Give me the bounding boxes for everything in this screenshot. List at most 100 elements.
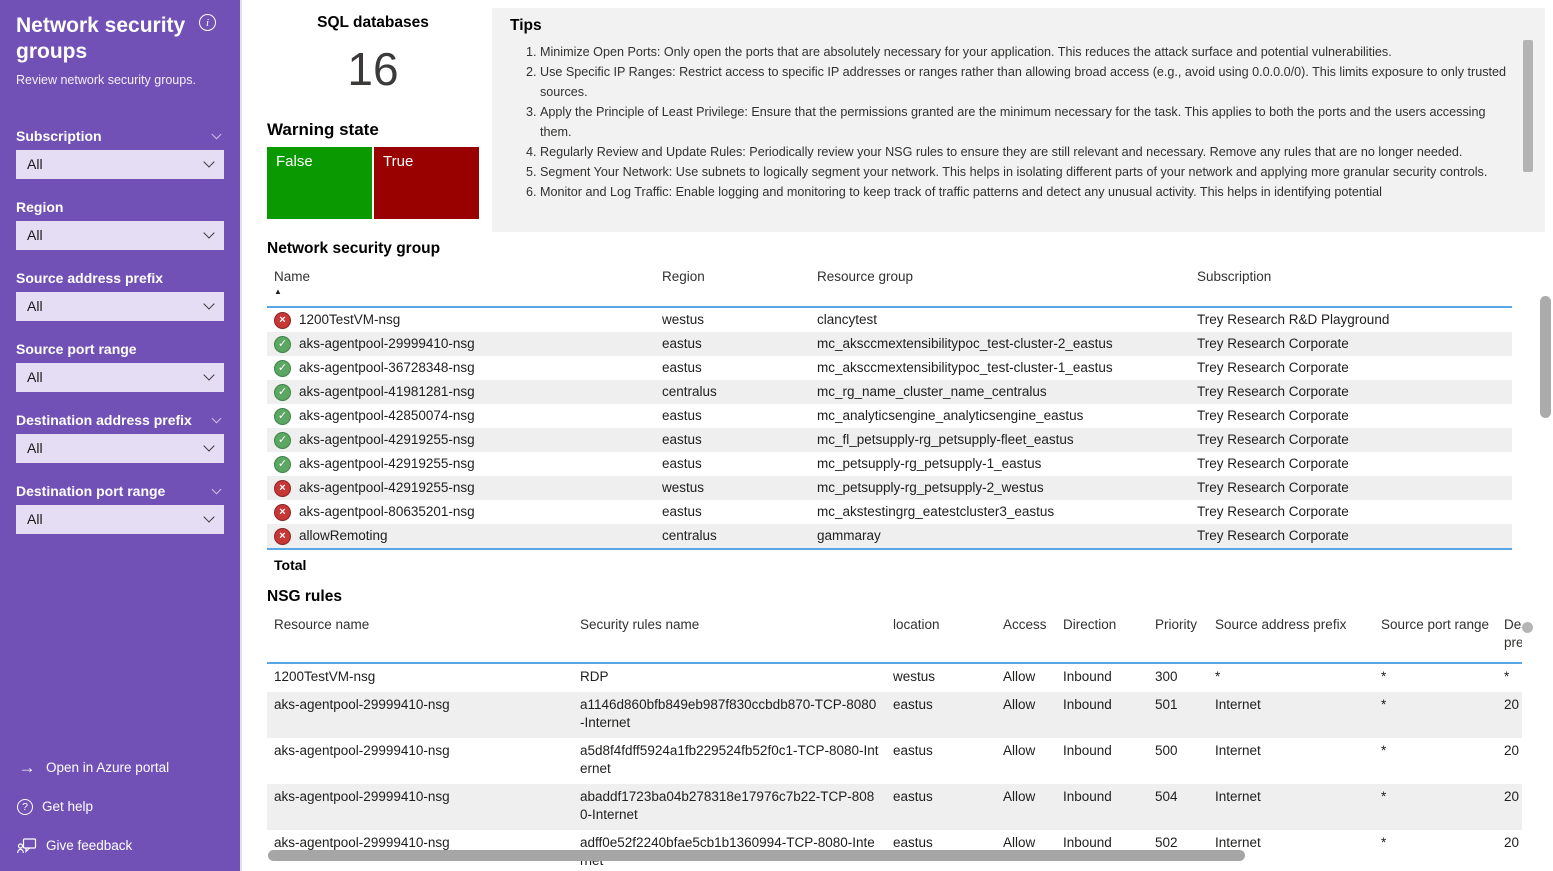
cell-resource-group: mc_petsupply-rg_petsupply-1_eastus (817, 456, 1042, 471)
column-header-name[interactable]: Name ▲ (267, 264, 655, 307)
cell-rule-name: a5d8f4fdff5924a1fb229524fb52f0c1-TCP-808… (580, 743, 879, 776)
cell-subscription: Trey Research R&D Playground (1197, 312, 1390, 327)
table-row[interactable]: ✓ aks-agentpool-42919255-nsg eastus mc_fl_p… (267, 428, 1512, 452)
cell-region: centralus (662, 528, 717, 543)
column-header-security-rules-name[interactable]: Security rules name (580, 617, 700, 632)
table-row[interactable]: × 1200TestVM-nsg westus clancytest Trey Rese… (267, 307, 1512, 332)
cell-location: eastus (893, 697, 933, 712)
filter-group-source-port-range: Source port range All (16, 340, 224, 392)
status-ok-icon: ✓ (274, 455, 291, 473)
column-header-resource-group[interactable]: Resource group (817, 269, 914, 284)
tile-false[interactable]: False (267, 147, 372, 219)
cell-source-address-prefix: Internet (1215, 743, 1261, 758)
cell-direction: Inbound (1063, 669, 1112, 684)
column-header-subscription[interactable]: Subscription (1197, 269, 1272, 284)
column-header-destination-address-prefix[interactable]: Destination address prefix (1504, 617, 1522, 650)
tips-scrollbar[interactable] (1523, 40, 1533, 172)
total-label: Total (274, 557, 307, 573)
filter-label: Source address prefix (16, 269, 164, 286)
cell-source-port-range: * (1381, 835, 1387, 850)
table-row[interactable]: aks-agentpool-29999410-nsg abaddf1723ba04… (267, 784, 1522, 830)
cell-region: eastus (662, 432, 702, 447)
filter-dropdown-subscription[interactable]: All (16, 149, 224, 179)
filter-group-source-address-prefix: Source address prefix All (16, 269, 224, 321)
cell-resource-name: aks-agentpool-29999410-nsg (274, 697, 450, 712)
info-icon[interactable]: i (199, 14, 216, 31)
column-header-priority[interactable]: Priority (1155, 617, 1198, 632)
table-row[interactable]: ✓ aks-agentpool-42850074-nsg eastus mc_anal… (267, 404, 1512, 428)
column-header-location[interactable]: location (893, 617, 940, 632)
cell-location: eastus (893, 743, 933, 758)
rules-table-title: NSG rules (267, 588, 342, 605)
filter-dropdown-destination-port-range[interactable]: All (16, 504, 224, 534)
tips-panel[interactable]: Tips Minimize Open Ports: Only open the … (492, 8, 1545, 232)
filter-dropdown-region[interactable]: All (16, 220, 224, 250)
cell-region: westus (662, 312, 705, 327)
cell-subscription: Trey Research Corporate (1197, 456, 1349, 471)
link-open-in-azure-portal[interactable]: → Open in Azure portal (17, 748, 170, 787)
status-error-icon: × (274, 527, 291, 545)
cell-name: aks-agentpool-42919255-nsg (299, 456, 475, 471)
cell-region: eastus (662, 456, 702, 471)
kpi-value: 16 (347, 43, 399, 95)
chevron-down-icon[interactable] (211, 484, 222, 494)
table-row[interactable]: aks-agentpool-29999410-nsg a1146d860bfb84… (267, 692, 1522, 738)
link-label: Give feedback (46, 838, 133, 853)
table-row[interactable]: aks-agentpool-29999410-nsg a5d8f4fdff5924… (267, 738, 1522, 784)
top-row: SQL databases 16 Warning state False Tru… (267, 0, 1553, 232)
filter-dropdown-destination-address-prefix[interactable]: All (16, 433, 224, 463)
table-row[interactable]: × aks-agentpool-80635201-nsg eastus mc_akst… (267, 500, 1512, 524)
cell-name: aks-agentpool-80635201-nsg (299, 504, 475, 519)
tile-label: True (383, 153, 414, 170)
cell-name: aks-agentpool-42919255-nsg (299, 480, 475, 495)
column-header-access[interactable]: Access (1003, 617, 1047, 632)
filter-group-destination-port-range: Destination port range All (16, 482, 224, 534)
rules-table-vertical-scrollbar[interactable] (1522, 622, 1533, 633)
cell-destination-address-prefix: 20 (1504, 697, 1520, 712)
rules-table-horizontal-scrollbar[interactable] (268, 850, 1245, 861)
cell-destination-address-prefix: 20 (1504, 835, 1520, 850)
cell-direction: Inbound (1063, 743, 1112, 758)
tile-label: False (276, 153, 313, 170)
chevron-down-icon[interactable] (211, 129, 222, 139)
chevron-down-icon (203, 511, 215, 523)
filter-label: Destination port range (16, 482, 166, 499)
link-give-feedback[interactable]: Give feedback (17, 826, 169, 865)
filter-label: Subscription (16, 127, 102, 144)
column-header-source-address-prefix[interactable]: Source address prefix (1215, 617, 1347, 632)
cell-subscription: Trey Research Corporate (1197, 504, 1349, 519)
cell-location: eastus (893, 835, 933, 850)
cell-source-port-range: * (1381, 743, 1387, 758)
table-row[interactable]: ✓ aks-agentpool-36728348-nsg eastus mc_aksc… (267, 356, 1512, 380)
cell-source-port-range: * (1381, 789, 1387, 804)
link-get-help[interactable]: ? Get help (17, 787, 169, 826)
filter-dropdown-source-address-prefix[interactable]: All (16, 291, 224, 321)
table-row[interactable]: × allowRemoting centralus gammaray Trey Rese… (267, 524, 1512, 549)
column-header-resource-name[interactable]: Resource name (274, 617, 370, 632)
filter-group-subscription: Subscription All (16, 127, 224, 179)
cell-resource-group: clancytest (817, 312, 878, 327)
cell-region: westus (662, 480, 705, 495)
table-row[interactable]: 1200TestVM-nsg RDP westus Allow Inbound 300 * *… (267, 663, 1522, 692)
filter-dropdown-source-port-range[interactable]: All (16, 362, 224, 392)
table-row[interactable]: ✓ aks-agentpool-42919255-nsg eastus mc_pets… (267, 452, 1512, 476)
cell-priority: 504 (1155, 789, 1178, 804)
table-row[interactable]: ✓ aks-agentpool-41981281-nsg centralus mc_r… (267, 380, 1512, 404)
tile-true[interactable]: True (374, 147, 479, 219)
column-header-source-port-range[interactable]: Source port range (1381, 617, 1490, 632)
nsg-table-vertical-scrollbar[interactable] (1540, 296, 1551, 418)
sort-ascending-icon: ▲ (274, 287, 282, 296)
table-row[interactable]: ✓ aks-agentpool-29999410-nsg eastus mc_aksc… (267, 332, 1512, 356)
chevron-down-icon[interactable] (211, 413, 222, 423)
nsg-table: Name ▲ Region Resource group Subscription… (267, 264, 1512, 550)
column-header-direction[interactable]: Direction (1063, 617, 1117, 632)
cell-resource-group: mc_petsupply-rg_petsupply-2_westus (817, 480, 1044, 495)
column-header-region[interactable]: Region (662, 269, 705, 284)
link-label: Get help (42, 799, 94, 814)
kpi-column: SQL databases 16 Warning state False Tru… (267, 8, 492, 232)
chevron-down-icon (203, 369, 215, 381)
table-row[interactable]: × aks-agentpool-42919255-nsg westus mc_pets… (267, 476, 1512, 500)
dropdown-value: All (27, 298, 43, 314)
feedback-icon (17, 837, 37, 853)
table-row[interactable]: aks-agentpool-29999410-nsg adff0e52f2240b… (267, 830, 1522, 871)
